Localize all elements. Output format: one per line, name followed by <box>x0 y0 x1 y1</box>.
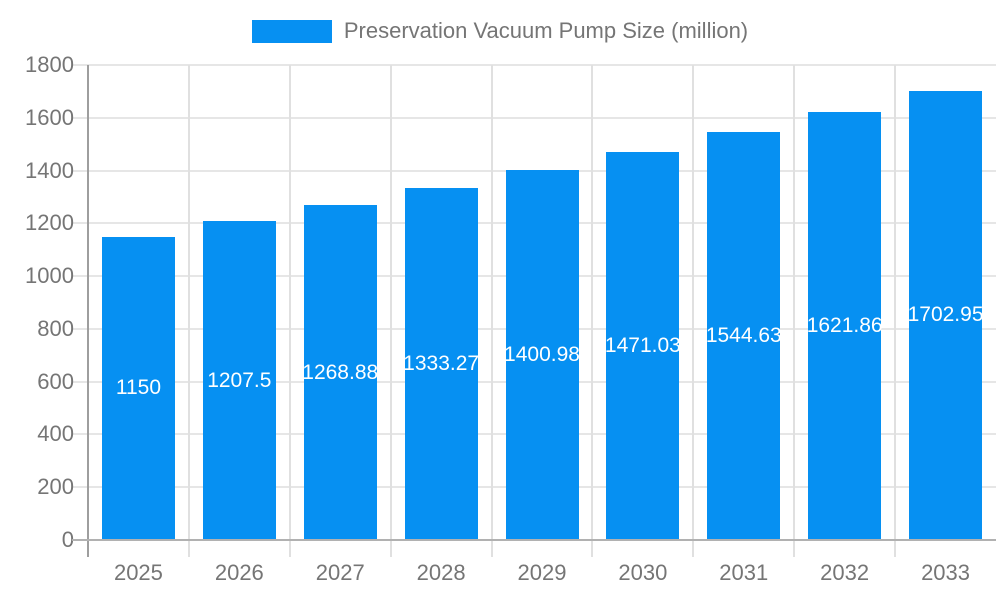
x-axis-label: 2032 <box>820 560 870 585</box>
x-axis-label: 2033 <box>921 560 971 585</box>
bar-value-label: 1621.86 <box>806 314 883 337</box>
y-axis-label: 400 <box>37 421 74 447</box>
x-axis-label: 2028 <box>416 560 466 585</box>
y-axis-tick <box>72 116 88 119</box>
bar-value-label: 1207.5 <box>207 368 272 392</box>
y-axis-tick <box>72 64 88 66</box>
chart-legend[interactable]: Preservation Vacuum Pump Size (million) <box>0 19 1000 43</box>
bar-2031[interactable]: 1544.63 <box>705 132 782 540</box>
y-axis-label: 1200 <box>25 210 74 236</box>
x-axis-label: 2030 <box>618 560 668 585</box>
bar-value-label: 1702.95 <box>907 303 984 327</box>
y-gridline <box>88 64 996 66</box>
x-axis-label: 2029 <box>517 560 567 585</box>
bar-value-label: 1333.27 <box>403 352 480 376</box>
y-axis-label: 1800 <box>25 52 74 77</box>
y-axis-label: 200 <box>37 474 74 500</box>
category-gridline <box>793 65 796 557</box>
category-gridline <box>894 65 897 557</box>
y-axis-tick <box>72 275 88 278</box>
bar-2033[interactable]: 1702.95 <box>907 90 984 540</box>
y-axis-tick <box>72 380 88 383</box>
bar-2029[interactable]: 1400.98 <box>504 170 580 540</box>
bar-2027[interactable]: 1268.88 <box>302 205 379 540</box>
category-gridline <box>187 65 190 557</box>
y-axis-label: 1600 <box>25 104 74 130</box>
y-axis-tick <box>72 222 88 225</box>
bar-value-label: 1400.98 <box>504 343 580 367</box>
y-axis-label: 600 <box>37 368 74 394</box>
x-axis-label: 2025 <box>113 560 163 585</box>
x-axis-label: 2027 <box>315 560 365 585</box>
legend-label: Preservation Vacuum Pump Size (million) <box>343 18 749 43</box>
plot-area: 1150 1207.5 1268.88 1333.27 1400.98 1471.03 15… <box>72 64 996 557</box>
y-axis-label: 1400 <box>25 157 74 183</box>
legend-swatch-icon <box>251 19 332 43</box>
x-axis-label: 2031 <box>719 560 769 585</box>
category-gridline <box>591 65 594 557</box>
x-axis-label: 2026 <box>214 560 264 585</box>
bar-value-label: 1150 <box>115 376 162 400</box>
category-gridline <box>288 65 291 557</box>
bar-2026[interactable]: 1207.5 <box>202 221 276 540</box>
bar-2030[interactable]: 1471.03 <box>604 151 681 540</box>
y-axis-tick <box>72 433 88 436</box>
y-axis-label: 0 <box>61 527 74 552</box>
y-axis-tick <box>72 327 88 330</box>
y-axis-tick <box>72 169 88 172</box>
bar-2028[interactable]: 1333.27 <box>403 188 480 540</box>
y-axis-label: 800 <box>37 315 74 341</box>
y-gridline <box>88 116 996 119</box>
bar-2032[interactable]: 1621.86 <box>806 112 883 540</box>
category-gridline <box>490 65 493 557</box>
bar-value-label: 1544.63 <box>705 324 782 348</box>
bar-2025[interactable]: 1150 <box>101 236 175 540</box>
y-axis-line <box>87 65 89 557</box>
bar-value-label: 1268.88 <box>302 360 379 384</box>
category-gridline <box>692 65 695 557</box>
y-axis-tick <box>72 486 88 489</box>
x-axis-baseline <box>72 539 996 541</box>
category-gridline <box>389 65 392 557</box>
bar-value-label: 1471.03 <box>604 333 681 357</box>
y-axis-label: 1000 <box>25 263 74 289</box>
